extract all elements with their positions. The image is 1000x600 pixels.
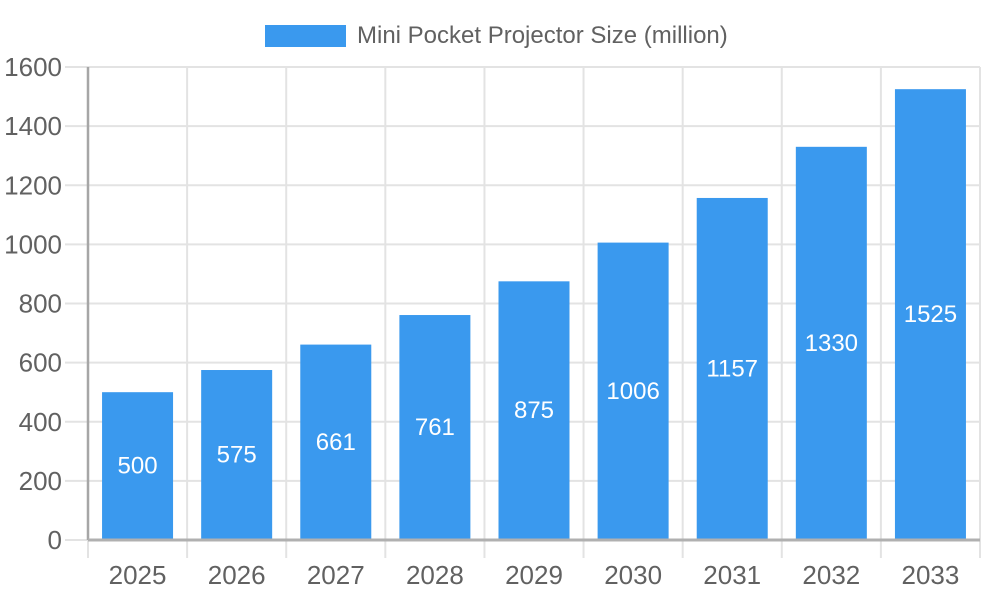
- bar-value-label: 575: [217, 442, 257, 469]
- axis-layer: [86, 67, 980, 542]
- bar-2030: [597, 242, 669, 540]
- bar-2025: [102, 392, 174, 540]
- y-tick-label: 400: [19, 407, 62, 437]
- bar-value-label: 1157: [706, 355, 758, 382]
- bar-value-label: 661: [316, 429, 356, 456]
- bar-layer: [102, 89, 966, 541]
- legend-color-swatch-icon: [265, 25, 346, 47]
- y-tick-label: 600: [19, 348, 62, 378]
- bar-2031: [696, 197, 768, 541]
- bar-value-label: 761: [415, 414, 455, 441]
- y-tick-label: 1000: [4, 229, 62, 259]
- bar-value-label: 1330: [805, 330, 858, 357]
- x-tick-label: 2031: [703, 560, 761, 590]
- y-tick-label: 0: [48, 525, 62, 555]
- x-tick-label: 2030: [604, 560, 662, 590]
- legend: Mini Pocket Projector Size (million): [265, 22, 728, 50]
- bar-value-label: 500: [118, 453, 158, 480]
- bar-2029: [498, 281, 570, 540]
- x-tick-label: 2028: [406, 560, 464, 590]
- bar-2028: [399, 315, 471, 540]
- legend-label: Mini Pocket Projector Size (million): [357, 22, 728, 49]
- y-tick-label: 1200: [4, 170, 62, 200]
- x-tick-label: 2025: [109, 560, 167, 590]
- y-tick-label: 200: [19, 466, 62, 496]
- y-tick-label: 1600: [4, 52, 62, 82]
- bar-value-label: 875: [514, 397, 554, 424]
- x-tick-label: 2027: [307, 560, 365, 590]
- y-tick-label: 1400: [4, 111, 62, 141]
- x-tick-label: 2029: [505, 560, 563, 590]
- x-tick-label: 2033: [902, 560, 960, 590]
- bar-2032: [795, 146, 867, 540]
- bar-2026: [201, 370, 273, 540]
- bar-value-label: 1525: [904, 301, 957, 328]
- x-tick-label: 2026: [208, 560, 266, 590]
- x-tick-label: 2032: [802, 560, 860, 590]
- bar-2033: [894, 89, 966, 540]
- bar-2027: [300, 344, 372, 540]
- bar-value-label: 1006: [606, 378, 659, 405]
- label-layer: 0 200 400 600 800 1000 1200 1400 1600 500 2025 575 2…: [4, 52, 959, 590]
- y-tick-label: 800: [19, 289, 62, 319]
